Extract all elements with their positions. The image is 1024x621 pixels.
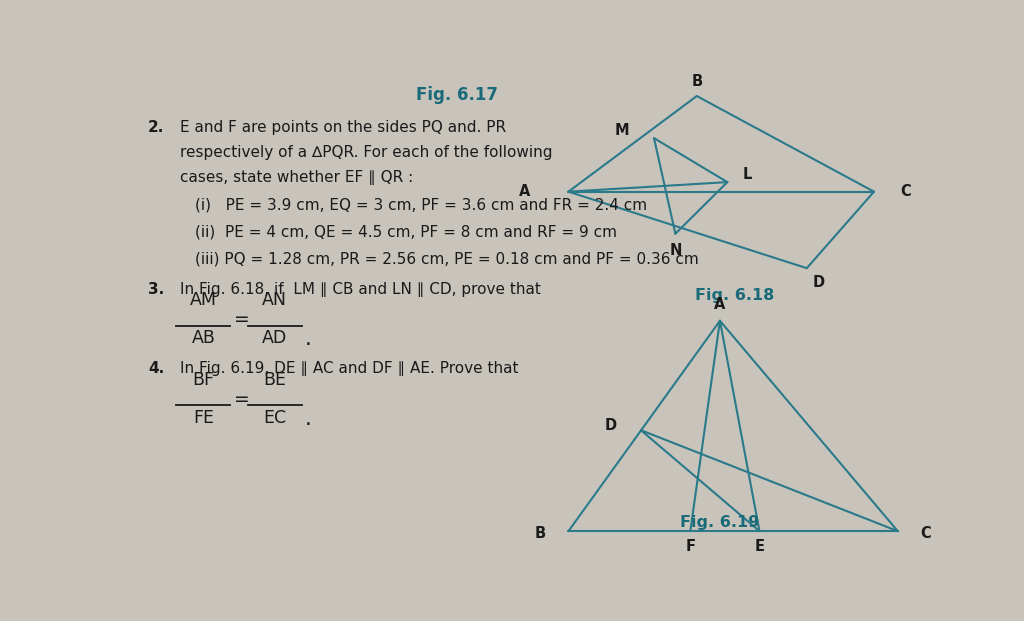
Text: BF: BF [193,371,214,389]
Text: AB: AB [191,329,215,347]
Text: 2.: 2. [147,120,164,135]
Text: (iii) PQ = 1.28 cm, PR = 2.56 cm, PE = 0.18 cm and PF = 0.36 cm: (iii) PQ = 1.28 cm, PR = 2.56 cm, PE = 0… [196,252,699,267]
Text: cases, state whether EF ∥ QR :: cases, state whether EF ∥ QR : [179,170,413,184]
Text: AD: AD [262,329,288,347]
Text: EC: EC [263,409,287,427]
Text: B: B [536,526,546,541]
Text: respectively of a ∆PQR. For each of the following: respectively of a ∆PQR. For each of the … [179,145,552,160]
Text: In Fig. 6.18, if  LM ∥ CB and LN ∥ CD, prove that: In Fig. 6.18, if LM ∥ CB and LN ∥ CD, pr… [179,282,541,297]
Text: F: F [685,539,695,554]
Text: L: L [742,168,752,183]
Text: E and F are points on the sides PQ and. PR: E and F are points on the sides PQ and. … [179,120,506,135]
Text: .: . [305,329,312,350]
Text: A: A [519,184,530,199]
Text: A: A [715,297,726,312]
Text: (ii)  PE = 4 cm, QE = 4.5 cm, PF = 8 cm and RF = 9 cm: (ii) PE = 4 cm, QE = 4.5 cm, PF = 8 cm a… [196,225,617,240]
Text: D: D [813,275,824,290]
Text: =: = [233,310,250,329]
Text: AM: AM [189,291,217,309]
Text: N: N [670,243,682,258]
Text: Fig. 6.17: Fig. 6.17 [417,86,499,104]
Text: M: M [615,124,630,138]
Text: AN: AN [262,291,288,309]
Text: 3.: 3. [147,282,164,297]
Text: =: = [233,390,250,409]
Text: 4.: 4. [147,361,164,376]
Text: .: . [305,409,312,429]
Text: C: C [900,184,911,199]
Text: Fig. 6.19: Fig. 6.19 [680,515,759,530]
Text: D: D [605,418,616,433]
Text: BE: BE [263,371,287,389]
Text: B: B [691,74,702,89]
Text: E: E [755,539,765,554]
Text: Fig. 6.18: Fig. 6.18 [695,288,775,303]
Text: (i)   PE = 3.9 cm, EQ = 3 cm, PF = 3.6 cm and FR = 2.4 cm: (i) PE = 3.9 cm, EQ = 3 cm, PF = 3.6 cm … [196,197,647,212]
Text: C: C [921,526,931,541]
Text: FE: FE [193,409,214,427]
Text: In Fig. 6.19, DE ∥ AC and DF ∥ AE. Prove that: In Fig. 6.19, DE ∥ AC and DF ∥ AE. Prove… [179,361,518,376]
